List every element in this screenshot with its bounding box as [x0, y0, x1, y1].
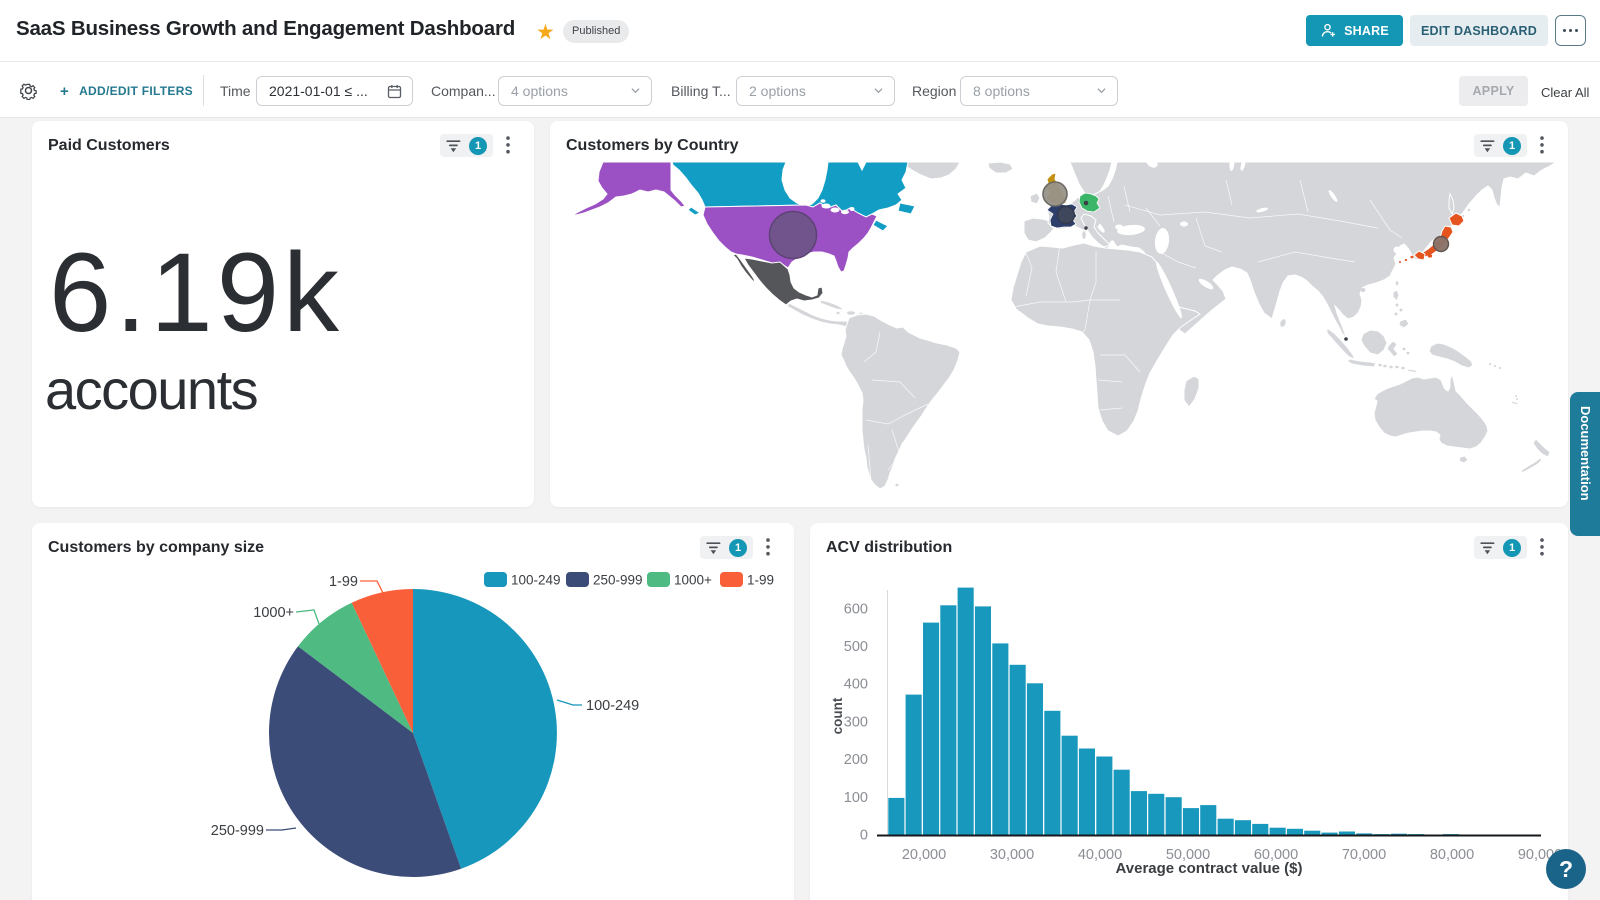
- svg-text:250-999: 250-999: [211, 823, 264, 839]
- svg-text:80,000: 80,000: [1430, 847, 1474, 863]
- svg-text:400: 400: [844, 677, 868, 693]
- svg-text:1000+: 1000+: [674, 573, 712, 588]
- svg-text:100-249: 100-249: [511, 573, 561, 588]
- svg-text:70,000: 70,000: [1342, 847, 1386, 863]
- svg-text:1000+: 1000+: [253, 605, 294, 621]
- svg-text:100-249: 100-249: [586, 698, 639, 714]
- svg-text:Average contract value ($): Average contract value ($): [1115, 860, 1302, 877]
- svg-text:100: 100: [844, 790, 868, 806]
- svg-text:600: 600: [844, 601, 868, 617]
- svg-text:50,000: 50,000: [1166, 847, 1210, 863]
- svg-text:1-99: 1-99: [747, 573, 774, 588]
- svg-text:1-99: 1-99: [329, 574, 358, 590]
- svg-text:250-999: 250-999: [593, 573, 643, 588]
- svg-text:0: 0: [860, 828, 868, 844]
- svg-text:500: 500: [844, 639, 868, 655]
- svg-text:30,000: 30,000: [990, 847, 1034, 863]
- svg-text:60,000: 60,000: [1254, 847, 1298, 863]
- svg-text:20,000: 20,000: [902, 847, 946, 863]
- svg-text:300: 300: [844, 714, 868, 730]
- svg-text:200: 200: [844, 752, 868, 768]
- svg-text:count: count: [830, 697, 845, 734]
- svg-text:40,000: 40,000: [1078, 847, 1122, 863]
